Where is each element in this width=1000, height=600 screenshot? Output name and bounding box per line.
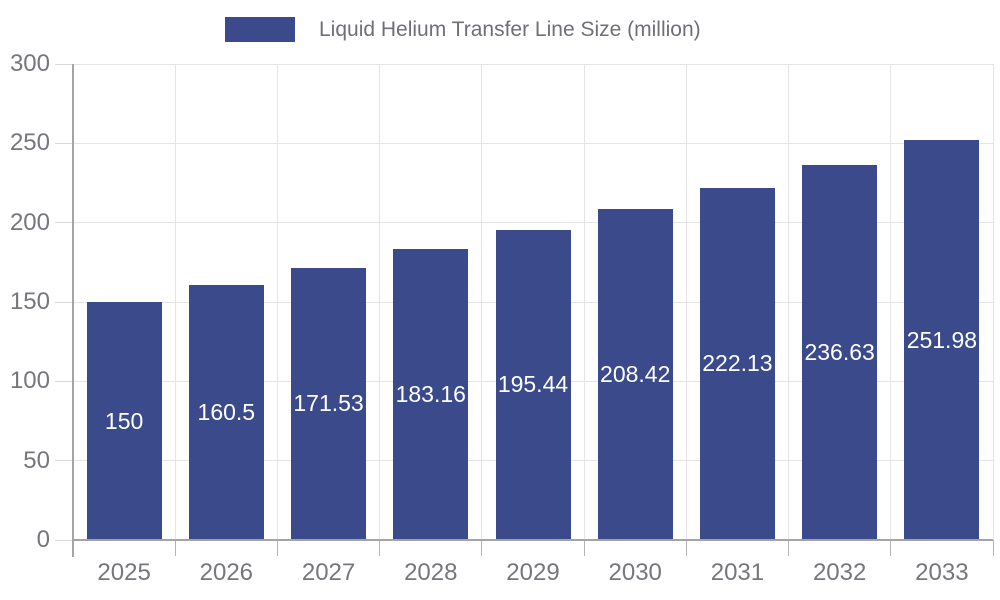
- bar-value-label: 183.16: [395, 381, 466, 408]
- bar-value-label: 150: [104, 407, 144, 434]
- bar-value-label: 195.44: [497, 371, 569, 398]
- x-axis-tick: [992, 540, 994, 556]
- gridline-vertical: [788, 64, 790, 540]
- bar-2031[interactable]: 222.13: [699, 187, 775, 540]
- x-axis-tick: [379, 540, 381, 556]
- bar-2025[interactable]: 150: [86, 302, 162, 540]
- y-axis-label: 300: [9, 50, 50, 77]
- legend-item[interactable]: Liquid Helium Transfer Line Size (millio…: [225, 17, 701, 42]
- bar-2027[interactable]: 171.53: [291, 267, 367, 540]
- x-axis-line: [73, 539, 993, 541]
- legend-label: Liquid Helium Transfer Line Size (millio…: [319, 17, 701, 41]
- y-axis-line: [71, 64, 74, 557]
- y-axis-label: 0: [36, 526, 50, 553]
- x-axis-label: 2033: [915, 559, 969, 586]
- x-axis-tick: [788, 540, 790, 556]
- bar-2032[interactable]: 236.63: [802, 164, 878, 540]
- bar-2028[interactable]: 183.16: [393, 249, 469, 540]
- y-axis-tick: [55, 460, 73, 462]
- y-axis-tick: [55, 63, 73, 65]
- gridline-vertical: [685, 64, 687, 540]
- gridline-vertical: [992, 64, 994, 540]
- y-axis-label: 200: [9, 208, 50, 236]
- gridline-vertical: [276, 64, 278, 540]
- y-axis-label: 50: [23, 446, 50, 474]
- gridline-vertical: [481, 64, 483, 540]
- x-axis-tick: [481, 540, 483, 556]
- x-axis-label: 2028: [404, 559, 458, 586]
- bar-value-label: 160.5: [197, 399, 256, 426]
- x-axis-tick: [174, 540, 176, 556]
- y-axis-tick: [55, 301, 73, 303]
- x-axis-label: 2026: [199, 559, 254, 586]
- gridline-vertical: [379, 64, 381, 540]
- y-axis-label: 150: [9, 288, 50, 315]
- y-axis-label: 100: [9, 367, 50, 395]
- x-axis-label: 2029: [506, 559, 560, 586]
- gridline-vertical: [583, 64, 585, 540]
- bar-2030[interactable]: 208.42: [597, 209, 673, 540]
- bar-2033[interactable]: 251.98: [904, 140, 980, 540]
- bar-value-label: 222.13: [702, 350, 773, 377]
- bar-value-label: 236.63: [804, 338, 875, 365]
- gridline-horizontal: [73, 142, 993, 144]
- bar-value-label: 171.53: [293, 390, 364, 417]
- x-axis-label: 2027: [301, 559, 356, 586]
- gridline-horizontal: [73, 222, 993, 224]
- bar-2026[interactable]: 160.5: [188, 285, 264, 540]
- bar-value-label: 208.42: [600, 361, 671, 388]
- x-axis-tick: [276, 540, 278, 556]
- y-axis-tick: [55, 380, 73, 382]
- gridline-horizontal: [73, 63, 993, 65]
- bar-value-label: 251.98: [906, 326, 978, 353]
- gridline-vertical: [890, 64, 892, 540]
- x-axis-label: 2030: [608, 559, 662, 586]
- x-axis-label: 2031: [710, 559, 765, 586]
- legend-swatch: [225, 17, 295, 42]
- x-axis-label: 2025: [97, 559, 151, 586]
- y-axis-tick: [55, 539, 73, 541]
- x-axis-label: 2032: [812, 559, 867, 586]
- gridline-vertical: [174, 64, 176, 540]
- bar-2029[interactable]: 195.44: [495, 229, 571, 540]
- x-axis-tick: [583, 540, 585, 556]
- x-axis-tick: [685, 540, 687, 556]
- y-axis-label: 250: [9, 129, 50, 157]
- y-axis-tick: [55, 222, 73, 224]
- x-axis-tick: [890, 540, 892, 556]
- y-axis-tick: [55, 142, 73, 144]
